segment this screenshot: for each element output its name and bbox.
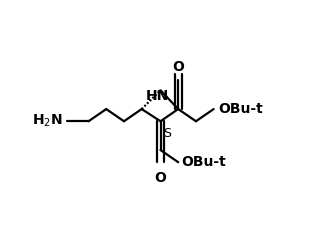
Text: OBu-t: OBu-t: [182, 155, 226, 169]
Text: O: O: [155, 171, 166, 185]
Text: HN: HN: [146, 89, 169, 103]
Text: H$_2$N: H$_2$N: [32, 113, 63, 129]
Text: O: O: [172, 60, 184, 74]
Text: OBu-t: OBu-t: [218, 102, 263, 116]
Text: S: S: [163, 127, 171, 140]
